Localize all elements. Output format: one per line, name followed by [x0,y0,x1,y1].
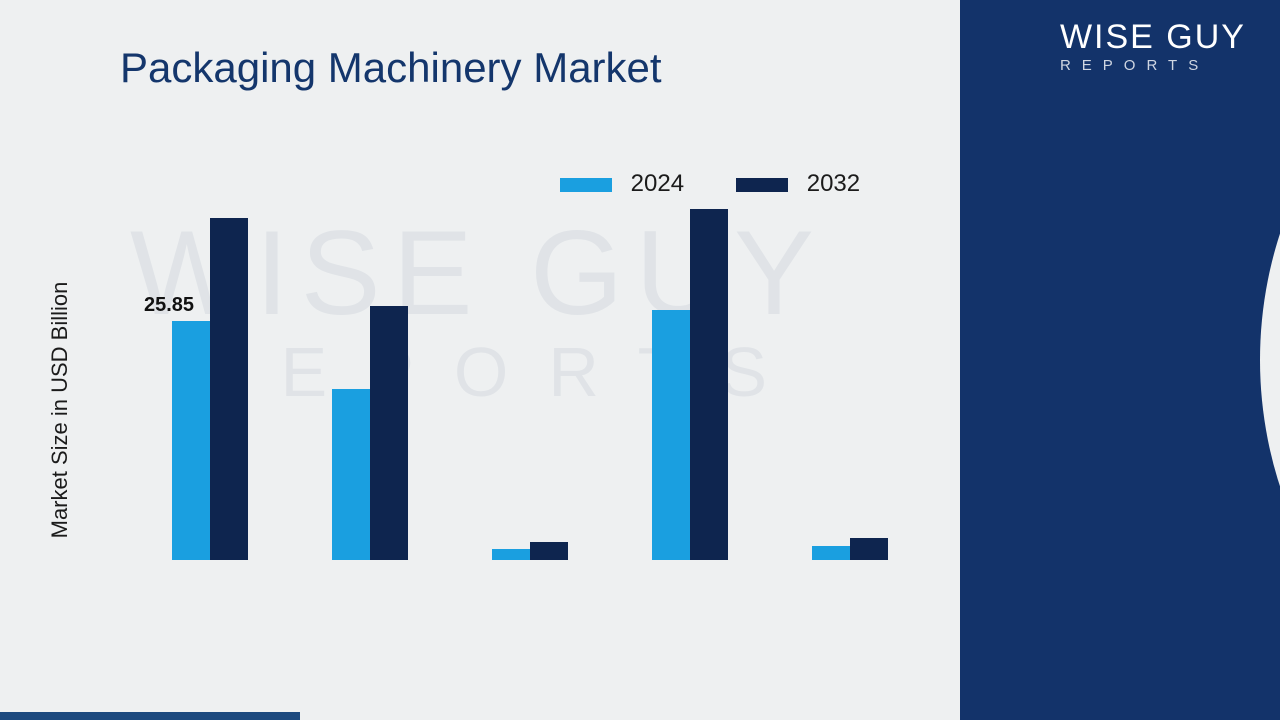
bar-2032 [370,306,408,560]
value-label: 25.85 [144,294,194,317]
bar-2032 [530,542,568,561]
bar-2032 [850,538,888,560]
bar-2024 [812,546,850,560]
bar-2032 [210,218,248,560]
brand-logo: WISE GUY REPORTS [1060,20,1246,73]
brand-line1: WISE GUY [1060,20,1246,54]
bar-2024 [172,321,210,560]
plot-area: 25.85NORTHAMERICAEUROPESOUTHAMERICAASIAP… [150,190,940,560]
bar-2032 [690,209,728,561]
bar-2024 [332,389,370,560]
chart-region: Market Size in USD Billion 25.85NORTHAME… [60,160,960,660]
page-title: Packaging Machinery Market [120,44,662,92]
y-axis-label: Market Size in USD Billion [47,282,73,539]
bar-2024 [492,549,530,560]
bar-2024 [652,310,690,560]
bottom-accent [0,712,300,720]
brand-line2: REPORTS [1060,58,1246,73]
arc-cutout [1260,0,1280,720]
brand-band [960,0,1280,720]
